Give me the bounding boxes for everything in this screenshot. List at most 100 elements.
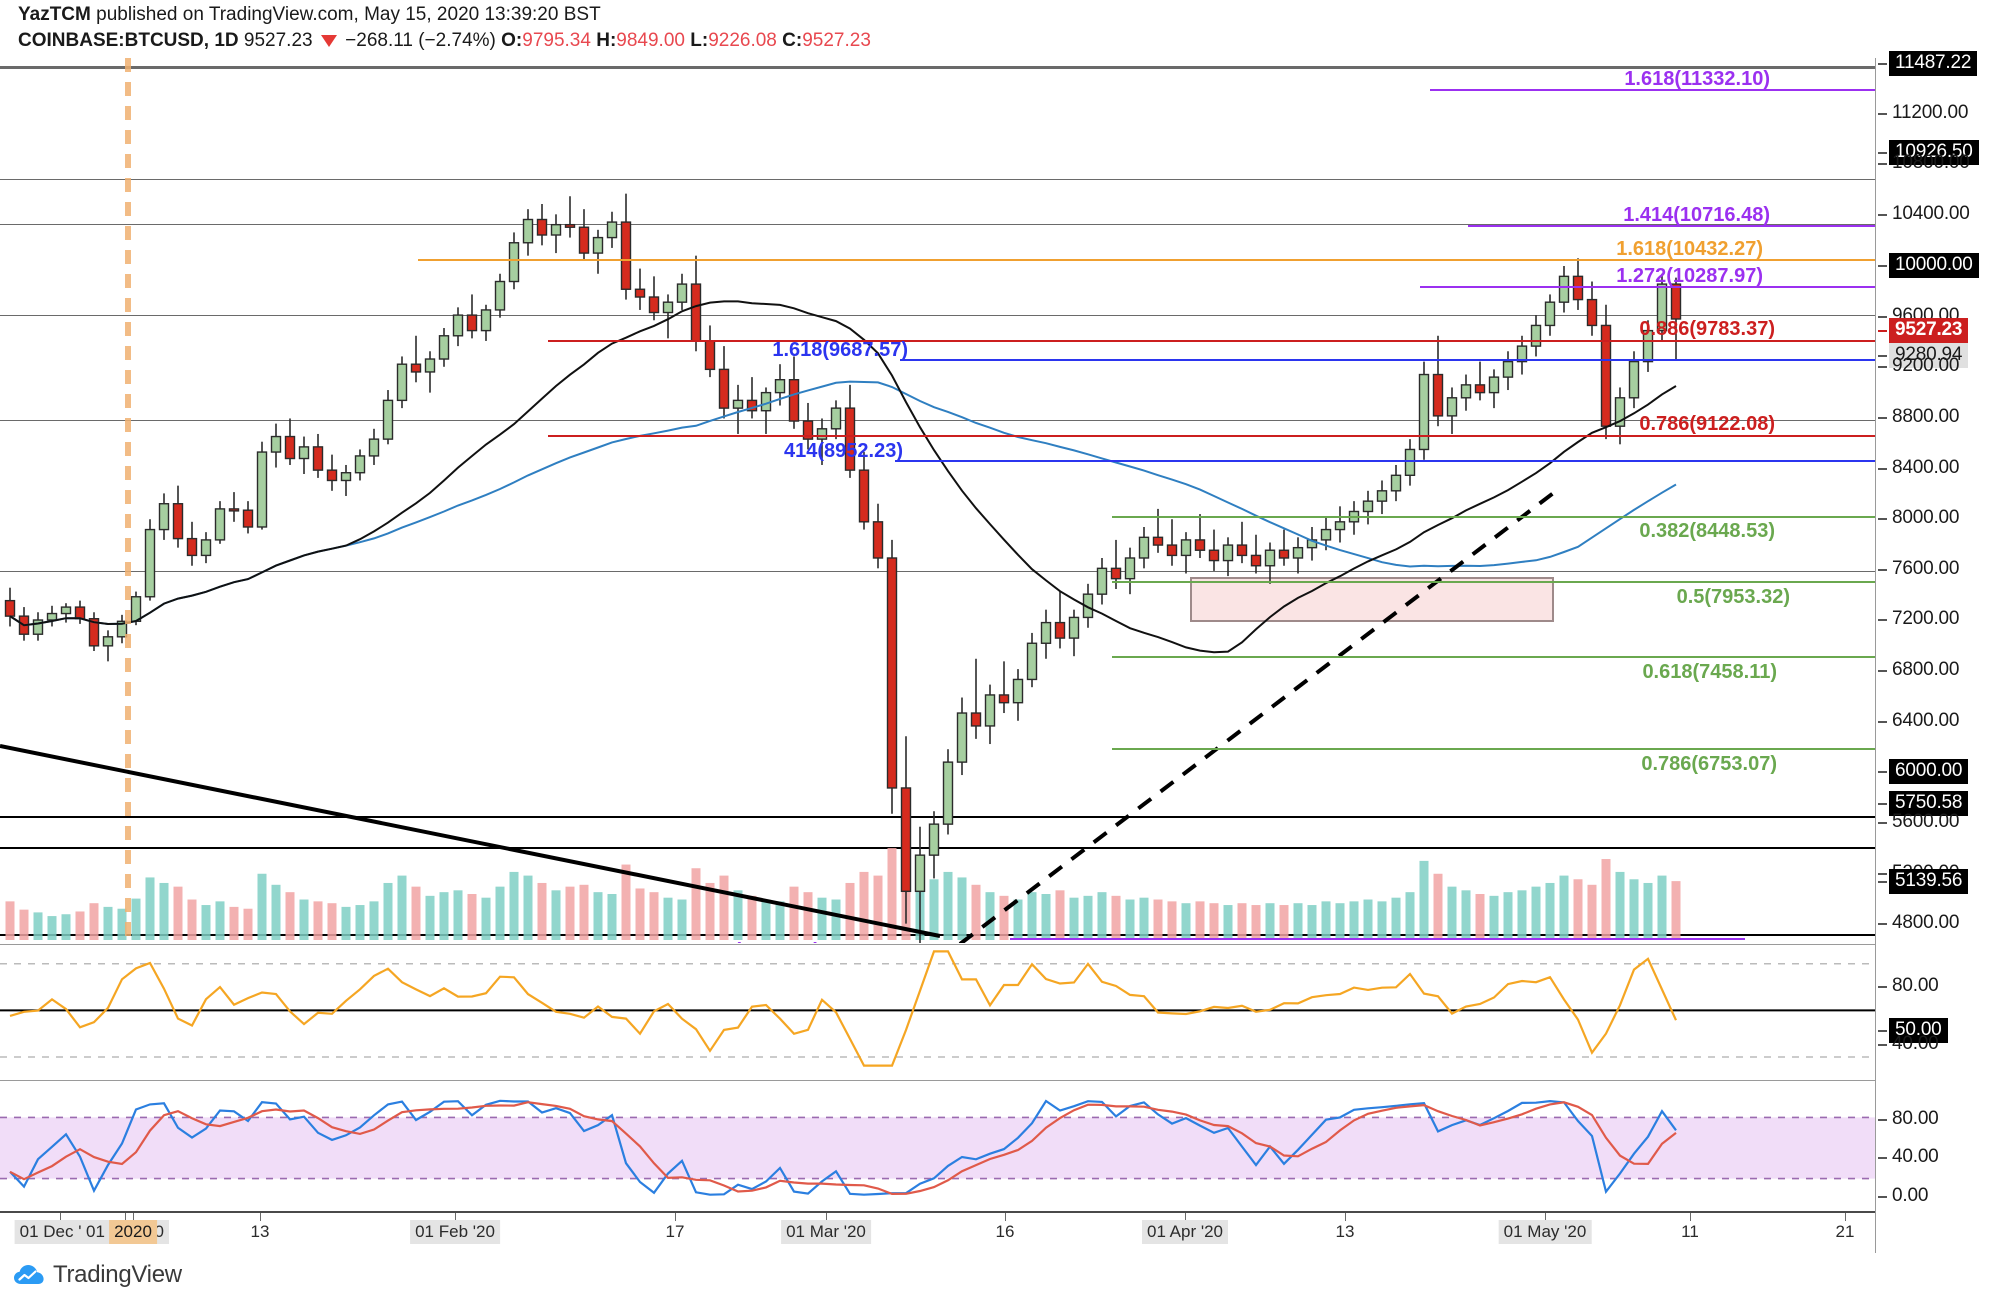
tick-label: 0.00	[1892, 1185, 1929, 1206]
rsi-pane[interactable]	[0, 944, 1875, 1080]
volume-bar	[131, 898, 141, 940]
volume-bar	[1195, 901, 1205, 940]
descending-trendline	[0, 744, 941, 938]
published-text: published on TradingView.com, May 15, 20…	[96, 4, 601, 25]
horizontal-level-line	[0, 179, 1875, 180]
candle-body	[1404, 448, 1416, 477]
candle-body	[424, 358, 436, 373]
price-scale-rsi: 80.00 50.00 40.00	[1876, 944, 1999, 1079]
open-label: O:	[501, 30, 523, 51]
price-pane[interactable]: 1.618(11332.10) 1.414(10716.48) 1.618(1043…	[0, 58, 1875, 943]
tick-dash	[1878, 113, 1887, 116]
candle-body	[1068, 616, 1080, 639]
symbol-label[interactable]: COINBASE:BTCUSD, 1D	[18, 30, 239, 51]
candle-body	[1264, 549, 1276, 567]
volume-bar	[1251, 905, 1261, 940]
price-scale[interactable]: 11487.22 11200.00 10926.50 10800.00 10400.00…	[1875, 50, 1999, 1253]
time-axis-label: 11	[1681, 1222, 1699, 1241]
candle-body	[1502, 360, 1514, 378]
volume-bar	[1125, 899, 1135, 940]
candle-body	[844, 407, 856, 471]
candle-body	[1432, 373, 1444, 417]
candle-body	[1110, 567, 1122, 580]
tick-label: 8000.00	[1892, 507, 1960, 528]
fib-level-line	[418, 259, 1875, 261]
volume-bar	[1265, 903, 1275, 940]
candle-body	[634, 288, 646, 298]
tick-dash	[1878, 803, 1887, 806]
volume-bar	[1335, 903, 1345, 940]
candle-body	[480, 309, 492, 332]
price-scale-stoch: 80.00 40.00 0.00	[1876, 1080, 1999, 1210]
tick-label: 80.00	[1892, 975, 1939, 996]
volume-bar	[1083, 895, 1093, 940]
volume-bar	[1601, 859, 1611, 940]
volume-bar	[1377, 901, 1387, 940]
volume-bar	[1237, 903, 1247, 940]
volume-bar	[481, 897, 491, 940]
volume-bar	[719, 875, 729, 940]
tick-dash	[1878, 467, 1887, 470]
tick-dash	[1878, 62, 1887, 65]
tick-label: 7600.00	[1892, 557, 1960, 579]
time-axis-tick	[675, 1213, 676, 1221]
time-axis-tick	[60, 1213, 61, 1221]
candle-body	[830, 407, 842, 430]
candle-body	[928, 823, 940, 856]
volume-bar	[397, 875, 407, 940]
volume-bar	[1643, 882, 1653, 940]
candle-body	[1474, 384, 1486, 394]
horizontal-level-line	[0, 315, 1875, 316]
candle-body	[1250, 554, 1262, 567]
fib-level-line	[1112, 581, 1875, 583]
time-axis-tick	[1845, 1213, 1846, 1221]
candle-body	[74, 606, 86, 620]
time-axis-label: 17	[665, 1222, 685, 1241]
volume-bar	[831, 899, 841, 940]
candle-body	[1292, 546, 1304, 559]
tick-dash	[1878, 518, 1887, 520]
fib-level-label: 0.786(6753.07)	[1641, 753, 1777, 775]
chart-plot-area[interactable]: 1.618(11332.10) 1.414(10716.48) 1.618(1043…	[0, 58, 1875, 1257]
candle-body	[536, 218, 548, 236]
candle-body	[1516, 345, 1528, 363]
tick-label: 10800.00	[1892, 152, 1970, 174]
volume-bar	[775, 901, 785, 940]
moving-average-black	[9, 300, 1677, 654]
candle-body	[1138, 536, 1150, 559]
tick-dash	[1878, 986, 1887, 988]
candle-body	[88, 618, 100, 647]
tick-label: 40.00	[1892, 1033, 1939, 1054]
fib-level-label: 0.618(7458.11)	[1642, 661, 1777, 683]
time-axis-tick	[260, 1213, 261, 1221]
candle-body	[858, 469, 870, 523]
candle-body	[1446, 397, 1458, 417]
volume-bar	[75, 911, 85, 940]
time-axis-label: 01 May '20	[1498, 1220, 1592, 1244]
time-axis-tick	[1185, 1213, 1186, 1221]
candle-body	[1180, 539, 1192, 557]
time-axis-label: 01 Apr '20	[1141, 1220, 1229, 1244]
time-axis-tick	[1545, 1213, 1546, 1221]
tradingview-logo[interactable]: TradingView	[14, 1261, 182, 1289]
volume-bar	[1573, 879, 1583, 940]
candle-body	[1614, 397, 1626, 427]
candle-body	[466, 314, 478, 332]
volume-bar	[369, 901, 379, 940]
candle-body	[1124, 557, 1136, 580]
volume-bar	[33, 912, 43, 940]
candle-body	[396, 363, 408, 402]
candle-body	[1012, 678, 1024, 704]
candle-body	[704, 340, 716, 371]
candle-body	[1628, 360, 1640, 399]
tick-label: 4800.00	[1892, 912, 1960, 934]
volume-bar	[705, 882, 715, 940]
time-axis-tick	[1005, 1213, 1006, 1221]
volume-bar	[649, 892, 659, 940]
candle-body	[410, 363, 422, 373]
stochastic-pane[interactable]	[0, 1080, 1875, 1211]
candle-body	[1026, 642, 1038, 681]
candle-body	[326, 469, 338, 482]
tick-label: 8800.00	[1892, 405, 1960, 427]
